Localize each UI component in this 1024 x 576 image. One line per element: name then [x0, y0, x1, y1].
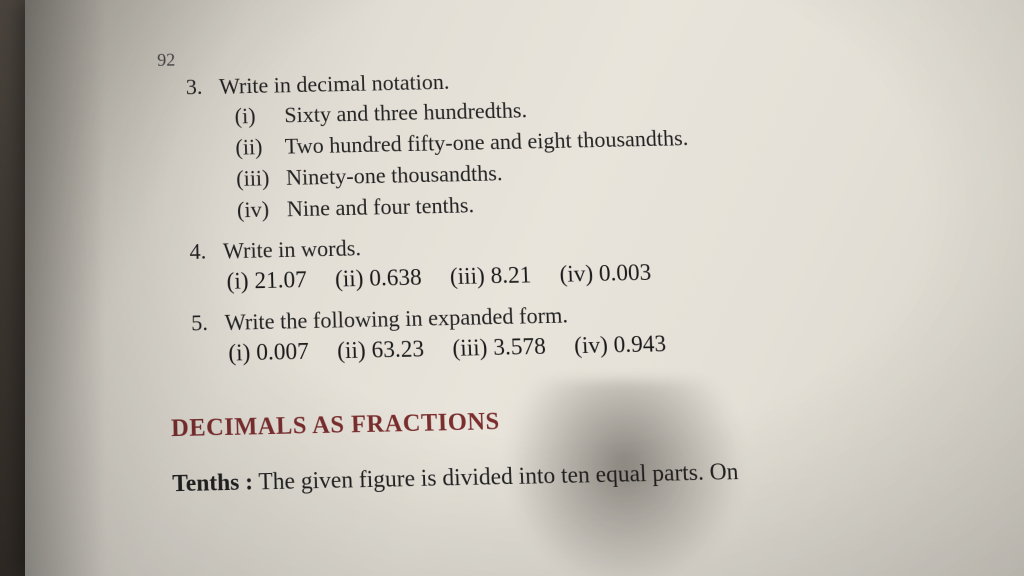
- item-text: Ninety-one thousandths.: [286, 160, 503, 190]
- list-item: (iv) 0.943: [574, 331, 667, 360]
- item-text: 63.23: [371, 336, 424, 363]
- item-text: 8.21: [490, 262, 532, 288]
- roman-numeral: (ii): [235, 134, 280, 161]
- roman-numeral: (i): [228, 340, 251, 366]
- item-text: 21.07: [254, 267, 307, 294]
- question-3: 3. Write in decimal notation. (i) Sixty …: [156, 58, 985, 225]
- roman-numeral: (iv): [559, 261, 594, 287]
- question-4-number: 4.: [189, 238, 218, 265]
- item-text: Sixty and three hundredths.: [284, 97, 527, 127]
- list-item: (iii) 8.21: [449, 262, 531, 290]
- question-3-prompt: Write in decimal notation.: [219, 69, 450, 99]
- roman-numeral: (iii): [236, 165, 281, 192]
- question-5: 5. Write the following in expanded form.…: [160, 293, 993, 368]
- roman-numeral: (iv): [574, 332, 609, 358]
- list-item: (i) 21.07: [226, 267, 307, 295]
- question-4: 4. Write in words. (i) 21.07 (ii) 0.638 …: [159, 222, 989, 297]
- item-text: 0.003: [598, 259, 651, 286]
- item-text: 3.578: [493, 333, 546, 360]
- paragraph-rest: The given figure is divided into ten equ…: [253, 458, 739, 494]
- page-content: 92 3. Write in decimal notation. (i) Six…: [155, 33, 1002, 498]
- list-item: (iv) 0.003: [559, 259, 652, 287]
- question-5-number: 5.: [191, 309, 220, 336]
- roman-numeral: (ii): [335, 266, 364, 292]
- item-text: 0.007: [256, 338, 309, 365]
- roman-numeral: (i): [234, 102, 279, 129]
- item-text: Two hundred fifty-one and eight thousand…: [284, 125, 688, 159]
- roman-numeral: (iv): [237, 196, 282, 223]
- question-5-prompt: Write the following in expanded form.: [224, 302, 568, 335]
- section-heading: DECIMALS AS FRACTIONS: [171, 398, 999, 444]
- question-3-items: (i) Sixty and three hundredths. (ii) Two…: [234, 88, 985, 224]
- list-item: (i) 0.007: [228, 338, 309, 366]
- roman-numeral: (ii): [337, 337, 366, 363]
- tenths-paragraph: Tenths : The given figure is divided int…: [172, 453, 1002, 498]
- item-text: 0.638: [369, 264, 422, 291]
- list-item: (iii) 3.578: [452, 333, 546, 362]
- item-text: Nine and four tenths.: [287, 192, 475, 221]
- roman-numeral: (iii): [449, 263, 485, 289]
- question-3-number: 3.: [186, 74, 215, 101]
- question-4-prompt: Write in words.: [223, 235, 362, 263]
- list-item: (ii) 0.638: [335, 264, 422, 292]
- list-item: (ii) 63.23: [337, 336, 425, 365]
- roman-numeral: (i): [226, 268, 249, 294]
- book-page: 92 3. Write in decimal notation. (i) Six…: [25, 0, 1024, 576]
- item-text: 0.943: [613, 331, 667, 358]
- paragraph-lead: Tenths :: [172, 469, 253, 497]
- roman-numeral: (iii): [452, 335, 488, 361]
